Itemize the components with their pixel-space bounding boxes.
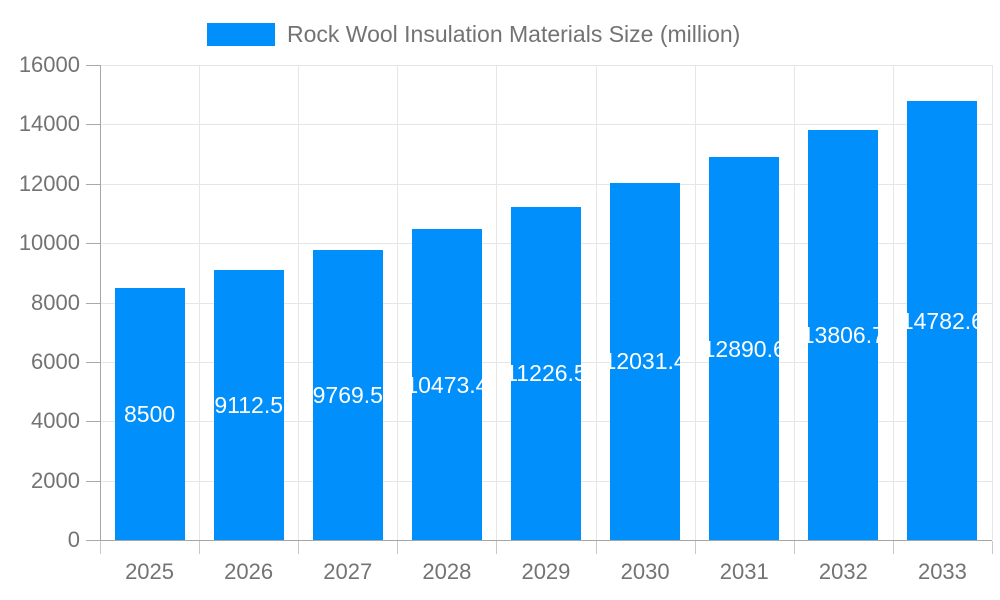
bar-value-label: 13806.7 [808, 322, 878, 349]
y-tick-label: 8000 [31, 289, 80, 315]
bar[interactable]: 14782.6 [907, 101, 978, 540]
bar[interactable]: 9769.5 [312, 250, 383, 540]
bar-value-label: 12890.6 [709, 335, 779, 362]
x-gridline [892, 65, 894, 540]
bar[interactable]: 13806.7 [808, 130, 879, 540]
y-axis-tick [86, 302, 100, 304]
y-axis-tick [86, 480, 100, 482]
x-tick-label: 2025 [125, 559, 175, 584]
bar[interactable]: 12890.6 [709, 157, 780, 540]
bar-value-label: 9112.5 [214, 391, 283, 418]
x-tick-label: 2027 [323, 559, 373, 584]
x-axis-tick [100, 541, 101, 554]
y-axis-tick [86, 65, 100, 66]
bar-value-label: 10473.4 [412, 371, 482, 398]
y-tick-label: 10000 [18, 230, 80, 256]
x-tick-label: 2033 [917, 559, 967, 584]
x-axis-tick [892, 541, 894, 554]
x-axis-tick [397, 541, 399, 554]
y-tick-label: 4000 [31, 408, 80, 434]
x-tick-label: 2029 [521, 559, 571, 584]
x-axis-tick [793, 541, 795, 554]
x-gridline [496, 65, 498, 540]
x-axis-line [100, 540, 992, 541]
bar-value-label: 11226.5 [511, 360, 581, 387]
x-axis-tick [992, 541, 993, 554]
y-tick-label: 2000 [31, 467, 80, 493]
bar[interactable]: 12031.4 [610, 182, 681, 540]
bar-value-label: 8500 [124, 400, 176, 427]
x-axis-tick [496, 541, 498, 554]
y-axis-tick [86, 124, 100, 126]
y-axis-line [100, 65, 101, 540]
legend-label: Rock Wool Insulation Materials Size (mil… [287, 21, 741, 47]
bar[interactable]: 9112.5 [213, 269, 284, 540]
x-tick-label: 2030 [620, 559, 670, 584]
bar[interactable]: 10473.4 [411, 229, 482, 540]
y-axis-tick [86, 183, 100, 185]
x-gridline [694, 65, 696, 540]
x-gridline [199, 65, 201, 540]
x-axis-tick [199, 541, 201, 554]
x-gridline [298, 65, 300, 540]
y-axis-tick [86, 361, 100, 363]
x-gridline [595, 65, 597, 540]
bar-value-label: 12031.4 [610, 348, 680, 375]
legend-swatch-icon [207, 23, 275, 46]
y-tick-label: 14000 [18, 111, 80, 137]
bar-value-label: 14782.6 [907, 307, 977, 334]
y-axis-tick [86, 421, 100, 423]
y-tick-label: 0 [67, 527, 80, 552]
y-axis-tick [86, 243, 100, 245]
y-tick-label: 12000 [18, 170, 80, 196]
y-gridline [100, 65, 992, 66]
y-gridline [100, 183, 992, 185]
y-gridline [100, 124, 992, 126]
x-gridline [793, 65, 795, 540]
x-tick-label: 2026 [224, 559, 274, 584]
bar[interactable]: 8500 [114, 287, 185, 540]
x-axis-tick [595, 541, 597, 554]
y-tick-label: 6000 [31, 348, 80, 374]
x-tick-label: 2032 [818, 559, 868, 584]
y-tick-label: 16000 [18, 52, 80, 77]
x-tick-label: 2028 [422, 559, 472, 584]
x-gridline [397, 65, 399, 540]
x-tick-label: 2031 [719, 559, 769, 584]
bar-value-label: 9769.5 [312, 382, 383, 408]
bar[interactable]: 11226.5 [511, 206, 581, 540]
x-axis-tick [298, 541, 300, 554]
x-axis-tick [694, 541, 696, 554]
legend-item[interactable]: Rock Wool Insulation Materials Size (mil… [207, 21, 740, 48]
y-axis-tick [86, 540, 100, 541]
x-gridline [992, 65, 993, 540]
